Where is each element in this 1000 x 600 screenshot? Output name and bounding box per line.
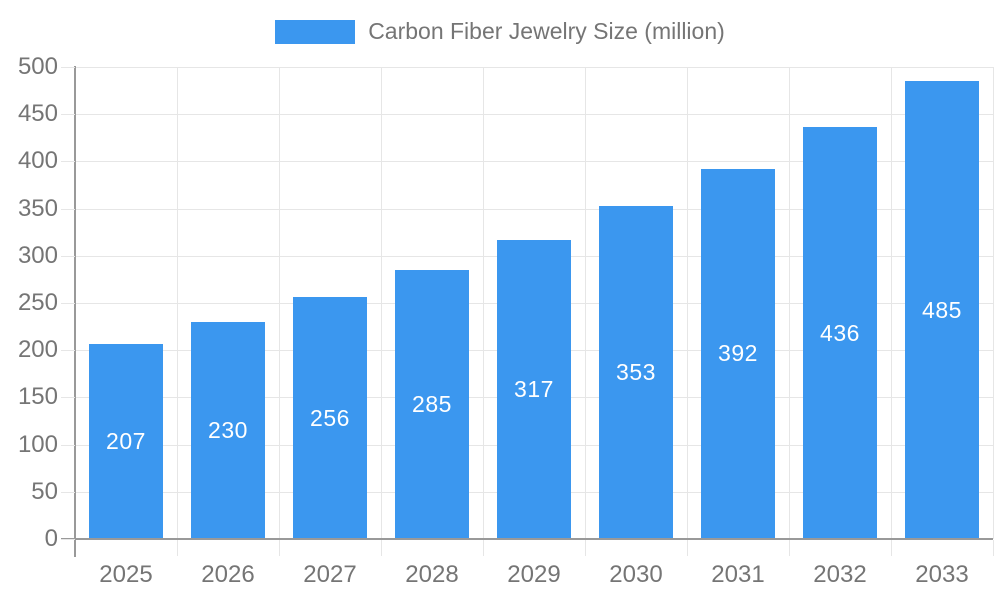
- gridline-vertical: [279, 67, 280, 539]
- x-axis-tick-label: 2033: [915, 561, 969, 588]
- y-axis-tick: [61, 303, 75, 304]
- x-axis-tick: [381, 540, 382, 556]
- legend-swatch: [275, 19, 356, 44]
- bar-value-label: 256: [310, 404, 350, 431]
- gridline-vertical: [483, 67, 484, 539]
- x-axis-tick-label: 2032: [813, 561, 867, 588]
- plot-area: 207 230 256 285 317 353 392 436 485: [75, 67, 994, 539]
- gridline-horizontal: [75, 161, 993, 163]
- gridline-vertical: [585, 67, 586, 539]
- x-axis-tick: [483, 540, 484, 556]
- y-axis-tick-label: 350: [17, 194, 58, 222]
- x-axis-tick-label: 2026: [201, 561, 255, 588]
- y-axis-tick: [61, 397, 75, 399]
- bar-2026[interactable]: 230: [190, 321, 266, 539]
- gridline-vertical: [177, 67, 178, 539]
- y-axis-tick: [61, 67, 75, 68]
- bar-2027[interactable]: 256: [292, 297, 368, 539]
- bar-2033[interactable]: 485: [904, 81, 980, 539]
- bar-2025[interactable]: 207: [88, 343, 164, 539]
- bar-2031[interactable]: 392: [700, 168, 776, 539]
- bar-value-label: 230: [208, 416, 248, 443]
- y-axis-tick-label: 200: [17, 336, 58, 364]
- y-axis-tick-label: 150: [17, 383, 58, 411]
- y-axis-tick: [61, 350, 75, 352]
- y-axis-tick-label: 300: [17, 241, 58, 269]
- y-axis-tick-label: 50: [31, 477, 58, 505]
- x-axis-tick-label: 2029: [507, 561, 561, 588]
- y-axis-tick: [61, 491, 75, 493]
- gridline-vertical: [891, 67, 892, 539]
- x-axis-tick: [687, 540, 688, 556]
- bar-value-label: 436: [820, 319, 860, 346]
- x-axis-tick: [177, 540, 178, 556]
- y-axis-tick-label: 400: [17, 147, 58, 175]
- x-axis-tick-label: 2028: [405, 561, 459, 588]
- x-axis-tick-label: 2027: [303, 561, 357, 588]
- x-axis-tick: [585, 540, 586, 556]
- y-axis-tick: [61, 255, 75, 257]
- gridline-horizontal: [75, 67, 993, 68]
- gridline-horizontal: [75, 208, 993, 210]
- gridline-vertical: [381, 67, 382, 539]
- y-axis-tick-label: 0: [44, 525, 58, 552]
- x-axis-tick: [279, 540, 280, 556]
- bar-2032[interactable]: 436: [802, 127, 878, 539]
- bar-value-label: 392: [718, 340, 758, 367]
- x-axis-tick-label: 2031: [711, 561, 765, 588]
- x-axis-tick: [789, 540, 790, 556]
- x-axis-tick: [891, 540, 892, 556]
- bar-value-label: 485: [922, 296, 962, 323]
- bar-value-label: 353: [616, 358, 656, 385]
- bar-value-label: 317: [514, 375, 554, 402]
- y-axis-tick: [61, 161, 75, 163]
- x-axis-line: [61, 538, 993, 540]
- x-axis-tick-label: 2025: [99, 561, 153, 588]
- gridline-vertical: [789, 67, 790, 539]
- gridline-horizontal: [75, 114, 993, 116]
- y-axis-tick: [61, 444, 75, 446]
- y-axis-tick-label: 500: [17, 53, 58, 80]
- legend-label: Carbon Fiber Jewelry Size (million): [368, 18, 725, 44]
- bar-value-label: 207: [106, 427, 146, 454]
- y-axis-tick-label: 250: [17, 289, 58, 316]
- gridline-vertical: [687, 67, 688, 539]
- y-axis-tick: [61, 539, 75, 540]
- legend[interactable]: Carbon Fiber Jewelry Size (million): [0, 18, 1000, 45]
- y-axis-tick-label: 450: [17, 100, 58, 128]
- gridline-vertical: [993, 67, 994, 539]
- y-axis-tick: [61, 208, 75, 210]
- y-axis-tick: [61, 114, 75, 116]
- x-axis-tick-label: 2030: [609, 561, 663, 588]
- bar-2030[interactable]: 353: [598, 205, 674, 539]
- x-axis-tick: [993, 540, 994, 556]
- bar-2028[interactable]: 285: [394, 269, 470, 539]
- bar-value-label: 285: [412, 390, 452, 417]
- y-axis-tick-label: 100: [17, 430, 58, 458]
- bar-2029[interactable]: 317: [496, 239, 572, 539]
- y-axis-line: [74, 66, 76, 557]
